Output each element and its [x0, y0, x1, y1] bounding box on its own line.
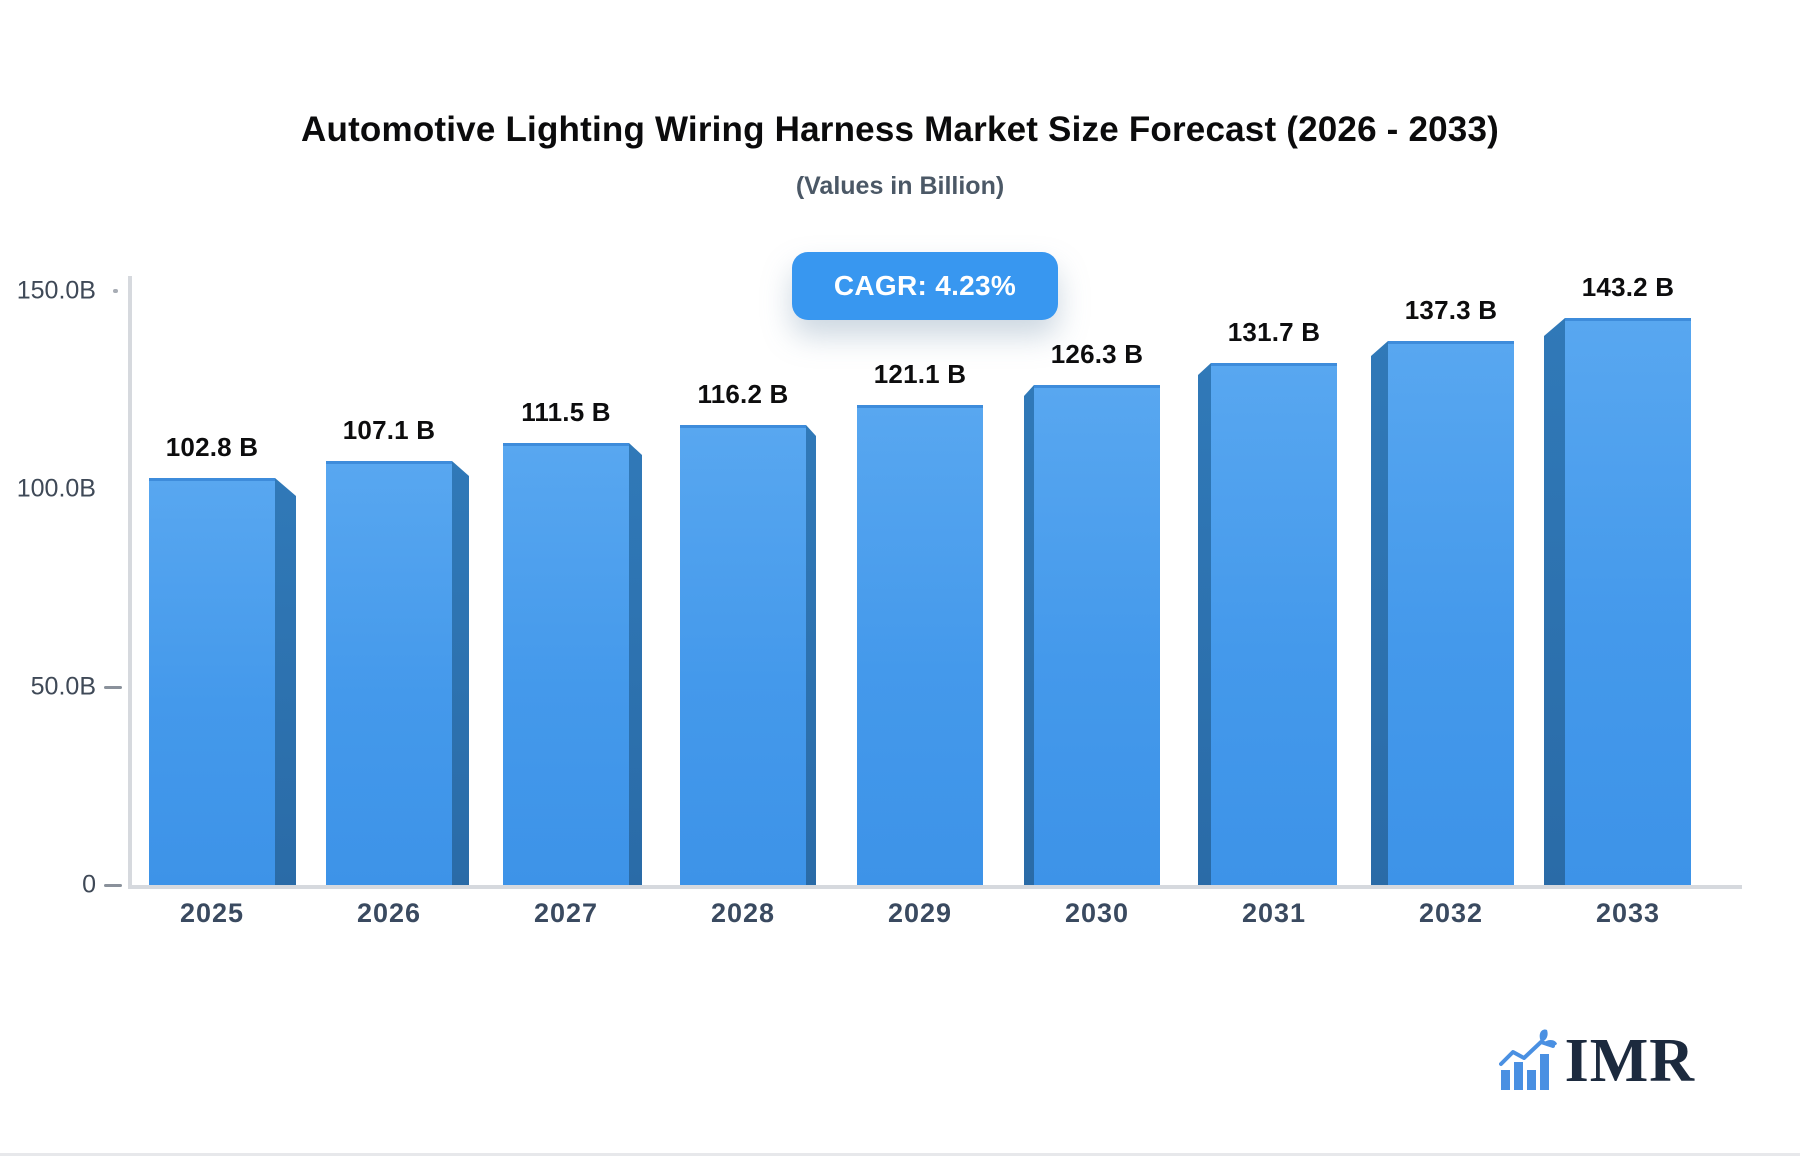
x-axis-label-2030: 2030: [1064, 898, 1130, 928]
bar-2027: [503, 443, 629, 885]
bar-2030: [1034, 385, 1160, 885]
bar-value-label: 137.3 B: [1404, 295, 1498, 325]
bar-value-label: 121.1 B: [873, 359, 967, 389]
bar-3d-side: [1198, 363, 1211, 885]
bar-value-label: 102.8 B: [165, 432, 259, 462]
x-axis-label-2026: 2026: [356, 898, 422, 928]
bar-3d-side: [629, 443, 642, 885]
bar-2025: [149, 478, 275, 885]
bar-value-label: 131.7 B: [1227, 317, 1321, 347]
y-axis-tick-label: 50.0B: [30, 672, 96, 701]
y-axis-tick-mark: [104, 884, 122, 887]
chart-title: Automotive Lighting Wiring Harness Marke…: [301, 110, 1499, 149]
bar-2032: [1388, 341, 1514, 885]
x-axis-label-2027: 2027: [533, 898, 599, 928]
bar-value-label: 111.5 B: [521, 397, 611, 427]
bar-3d-side: [275, 478, 296, 885]
y-axis-line: [128, 276, 132, 889]
x-axis-label-2029: 2029: [887, 898, 953, 928]
x-axis-label-2031: 2031: [1241, 898, 1307, 928]
bar-2033: [1565, 318, 1691, 885]
bar-2031: [1211, 363, 1337, 885]
imr-logo: IMR: [1498, 1027, 1695, 1095]
x-axis-label-2025: 2025: [179, 898, 245, 928]
bar-3d-side: [452, 461, 469, 885]
bar-value-label: 107.1 B: [342, 415, 436, 445]
y-axis-tick-label: 150.0B: [16, 276, 96, 305]
x-axis-label-2028: 2028: [710, 898, 776, 928]
bar-3d-side: [1024, 385, 1034, 885]
x-axis-label-2033: 2033: [1595, 898, 1661, 928]
bar-2028: [680, 425, 806, 885]
y-axis-tick-label: 0: [82, 870, 96, 899]
y-axis-tick-mark: [113, 289, 118, 293]
bar-value-label: 126.3 B: [1050, 339, 1144, 369]
bar-2029: [857, 405, 983, 885]
bar-2026: [326, 461, 452, 885]
x-axis-label-2032: 2032: [1418, 898, 1484, 928]
bar-3d-side: [806, 425, 816, 885]
bar-value-label: 116.2 B: [697, 379, 789, 409]
logo-text: IMR: [1564, 1027, 1695, 1095]
y-axis-tick-mark: [104, 686, 122, 689]
cagr-badge: CAGR: 4.23%: [792, 252, 1058, 320]
bar-value-label: 143.2 B: [1581, 272, 1675, 302]
bar-chart-leaf-icon: [1498, 1029, 1557, 1090]
x-axis-line: [128, 885, 1742, 889]
bar-3d-side: [1371, 341, 1388, 885]
cagr-badge-label: CAGR: 4.23%: [833, 270, 1017, 301]
y-axis-tick-label: 100.0B: [16, 474, 96, 503]
chart-subtitle: (Values in Billion): [795, 172, 1005, 200]
bar-3d-side: [1544, 318, 1565, 885]
